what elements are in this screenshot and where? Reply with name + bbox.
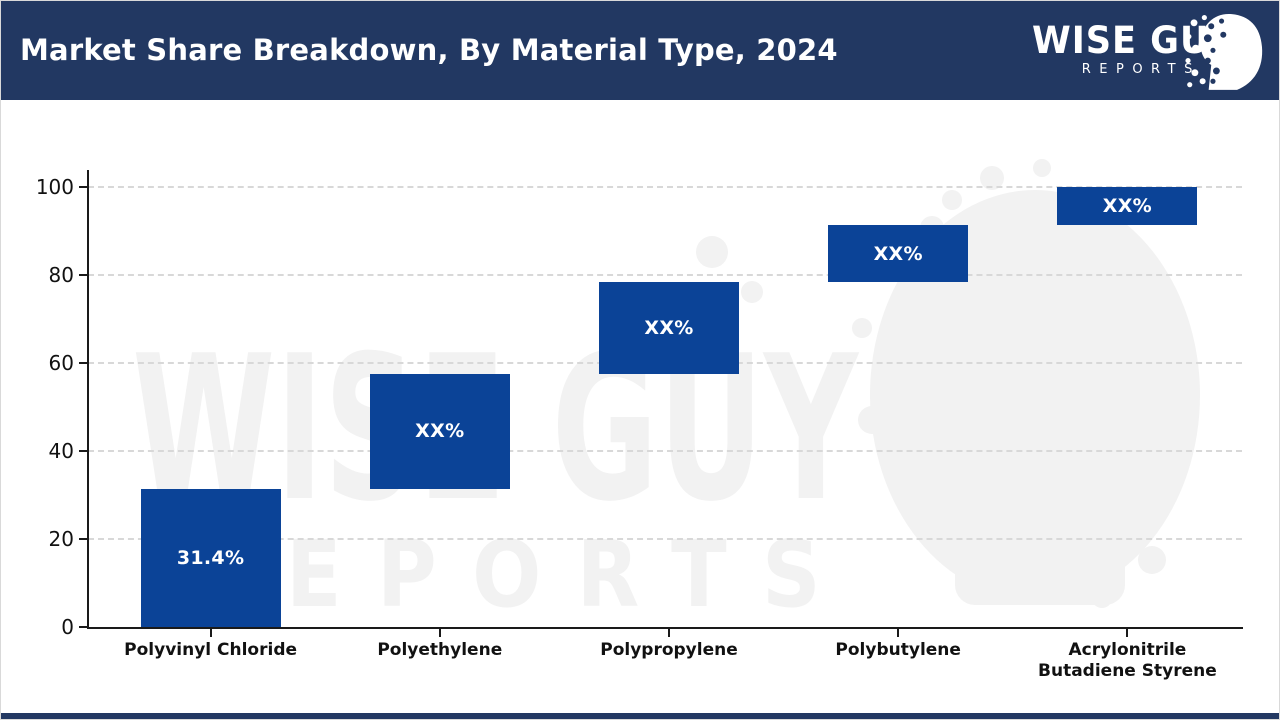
bar-value-label: XX% bbox=[1102, 195, 1153, 218]
x-category-label: Acrylonitrile Butadiene Styrene bbox=[1038, 640, 1217, 681]
x-tick-mark bbox=[897, 629, 900, 637]
bar-value-label: XX% bbox=[873, 242, 923, 265]
y-tick-label: 20 bbox=[48, 527, 74, 551]
y-tick-mark bbox=[79, 186, 87, 188]
bar-polypropylene: XX% bbox=[599, 282, 739, 374]
x-category-label: Polyvinyl Chloride bbox=[124, 640, 298, 660]
y-tick-mark bbox=[79, 274, 87, 276]
x-category-label: Polyethylene bbox=[377, 640, 503, 660]
bar-value-label: XX% bbox=[644, 317, 694, 339]
gridline bbox=[88, 538, 1242, 540]
face-profile-icon bbox=[1185, 13, 1263, 90]
bar-value-label: 31.4% bbox=[176, 546, 245, 569]
x-axis-line bbox=[87, 627, 1243, 629]
x-category-label: Polybutylene bbox=[835, 640, 961, 660]
y-tick-mark bbox=[79, 450, 87, 452]
y-tick-label: 0 bbox=[61, 615, 74, 639]
bar-acrylonitrile-butadiene-styrene: XX% bbox=[1057, 187, 1198, 226]
y-tick-label: 80 bbox=[48, 263, 74, 287]
x-tick-mark bbox=[438, 629, 441, 637]
y-tick-label: 40 bbox=[48, 439, 74, 463]
y-tick-label: 60 bbox=[48, 351, 74, 375]
bar-value-label: XX% bbox=[415, 420, 465, 443]
header-bar: Market Share Breakdown, By Material Type… bbox=[0, 0, 1280, 100]
footer-bar bbox=[0, 713, 1280, 720]
y-tick-mark bbox=[79, 626, 87, 628]
x-tick-mark bbox=[1126, 629, 1129, 637]
x-tick-mark bbox=[209, 629, 212, 637]
bar-polyethylene: XX% bbox=[369, 374, 510, 489]
x-category-label: Polypropylene bbox=[600, 640, 738, 660]
wise-guy-reports-logo: WISE GUY REPORTS bbox=[1012, 6, 1263, 96]
y-tick-mark bbox=[79, 362, 87, 364]
chart-title: Market Share Breakdown, By Material Type… bbox=[20, 33, 838, 67]
bar-polybutylene: XX% bbox=[828, 225, 969, 283]
y-axis-line bbox=[87, 170, 89, 629]
bar-polyvinyl-chloride: 31.4% bbox=[140, 488, 281, 627]
x-tick-mark bbox=[668, 629, 670, 637]
y-tick-label: 100 bbox=[35, 175, 74, 199]
y-tick-mark bbox=[79, 538, 87, 540]
gridline bbox=[88, 450, 1242, 452]
gridline bbox=[88, 186, 1242, 188]
logo-subtitle: REPORTS bbox=[1081, 62, 1201, 77]
gridline bbox=[88, 274, 1242, 276]
